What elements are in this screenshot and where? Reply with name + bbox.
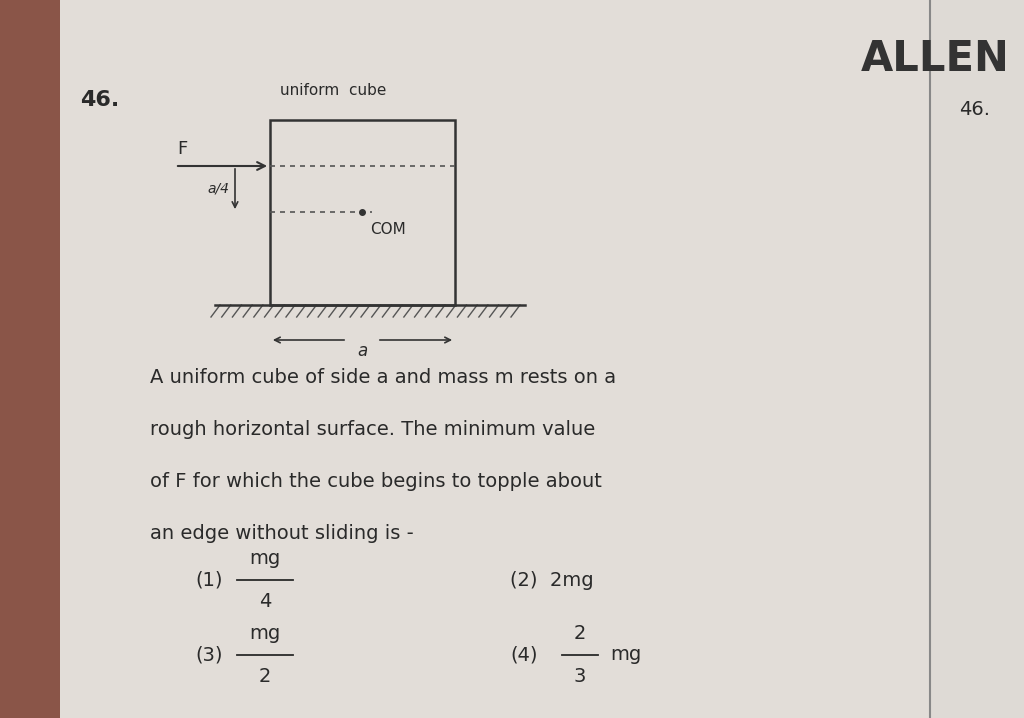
Text: 4: 4 <box>259 592 271 611</box>
Text: A uniform cube of side a and mass m rests on a: A uniform cube of side a and mass m rest… <box>150 368 616 387</box>
Text: (4): (4) <box>510 645 538 664</box>
Text: uniform  cube: uniform cube <box>280 83 386 98</box>
Text: an edge without sliding is -: an edge without sliding is - <box>150 524 414 543</box>
Bar <box>930 0 1024 718</box>
Text: (2)  2mg: (2) 2mg <box>510 571 594 589</box>
Text: (3): (3) <box>195 645 222 664</box>
Text: of F for which the cube begins to topple about: of F for which the cube begins to topple… <box>150 472 602 491</box>
Text: mg: mg <box>610 645 641 664</box>
Text: mg: mg <box>250 549 281 568</box>
Text: 46.: 46. <box>80 90 119 110</box>
Text: ALLEN: ALLEN <box>861 38 1010 80</box>
Text: (1): (1) <box>195 571 222 589</box>
Text: COM: COM <box>370 222 406 237</box>
Text: 2: 2 <box>573 624 586 643</box>
Text: 2: 2 <box>259 667 271 686</box>
Text: a/4: a/4 <box>207 182 229 196</box>
Text: 46.: 46. <box>959 100 990 119</box>
Bar <box>60 0 961 718</box>
Bar <box>270 120 455 305</box>
Text: 3: 3 <box>573 667 586 686</box>
Text: a: a <box>357 342 368 360</box>
Text: mg: mg <box>250 624 281 643</box>
Text: F: F <box>177 140 187 158</box>
Bar <box>0 0 60 718</box>
Text: rough horizontal surface. The minimum value: rough horizontal surface. The minimum va… <box>150 420 595 439</box>
